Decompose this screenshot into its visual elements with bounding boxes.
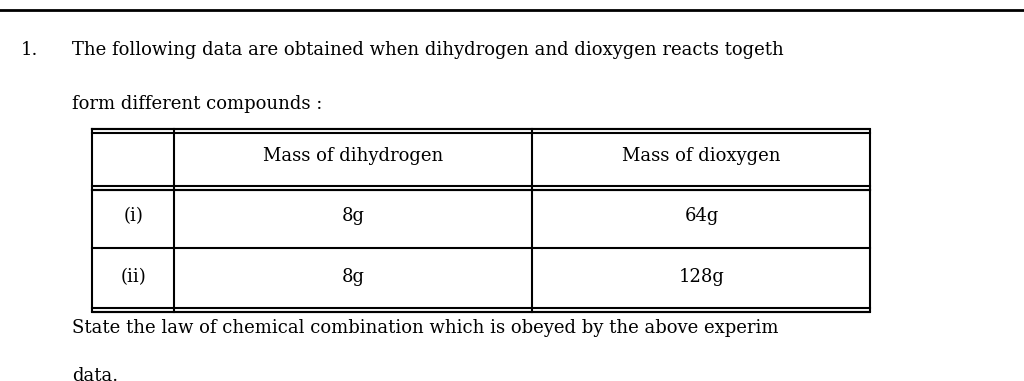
Text: Mass of dioxygen: Mass of dioxygen xyxy=(623,147,780,165)
Text: 128g: 128g xyxy=(679,268,724,286)
Text: data.: data. xyxy=(72,367,118,381)
Text: 64g: 64g xyxy=(684,207,719,225)
Text: 8g: 8g xyxy=(342,268,365,286)
Text: 1.: 1. xyxy=(20,41,38,59)
Text: 8g: 8g xyxy=(342,207,365,225)
Text: State the law of chemical combination which is obeyed by the above experim: State the law of chemical combination wh… xyxy=(72,319,778,337)
Text: (ii): (ii) xyxy=(120,268,146,286)
Text: form different compounds :: form different compounds : xyxy=(72,95,323,113)
Text: The following data are obtained when dihydrogen and dioxygen reacts togeth: The following data are obtained when dih… xyxy=(72,41,783,59)
Text: Mass of dihydrogen: Mass of dihydrogen xyxy=(263,147,443,165)
Text: (i): (i) xyxy=(123,207,143,225)
